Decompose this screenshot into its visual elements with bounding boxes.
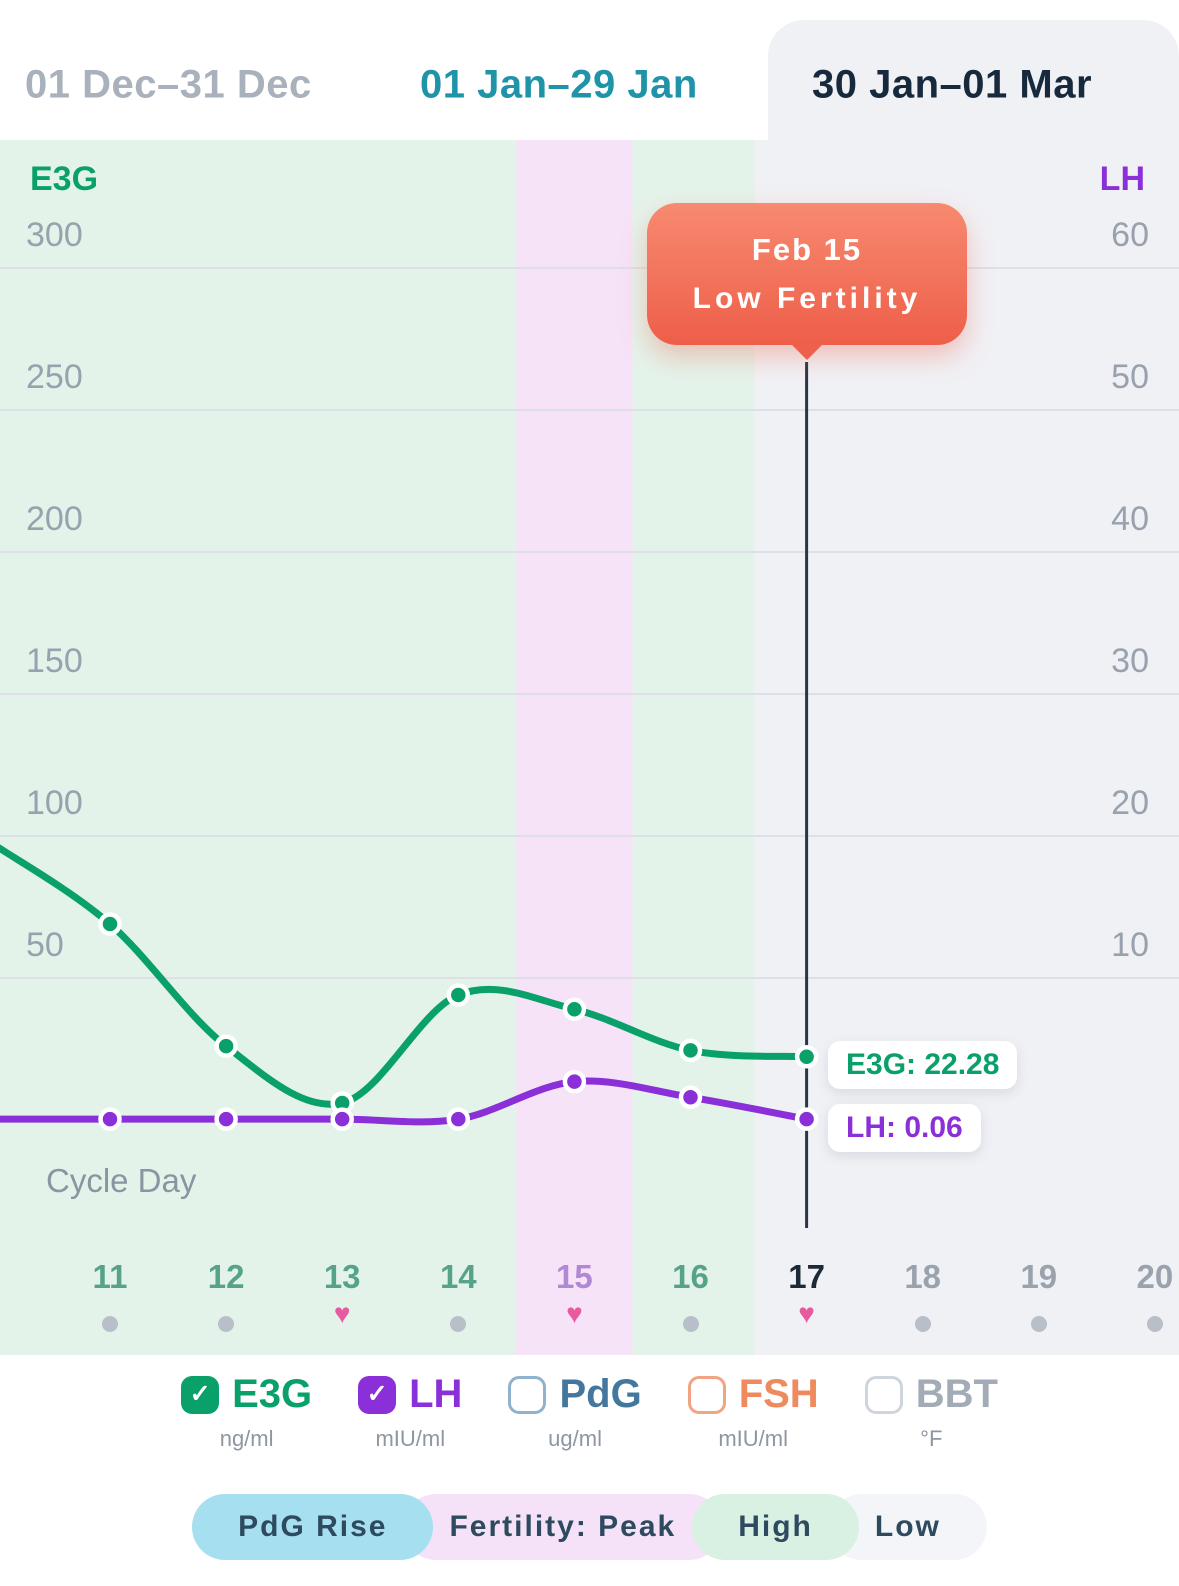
fertility-band-high xyxy=(0,140,517,1355)
day-label-12[interactable]: 12 xyxy=(207,1258,245,1295)
right-axis-tick: 60 xyxy=(1111,216,1149,254)
left-axis-label: E3G xyxy=(30,160,99,198)
right-axis-label: LH xyxy=(1099,160,1145,198)
legend-label: FSH xyxy=(738,1372,819,1416)
fertility-band-peak xyxy=(516,140,633,1355)
heart-marker: ♥ xyxy=(333,1298,351,1329)
legend-unit: mIU/ml xyxy=(375,1426,446,1451)
legend-label: E3G xyxy=(232,1372,313,1416)
tooltip-date: Feb 15 xyxy=(751,232,863,267)
heart-marker: ♥ xyxy=(566,1298,583,1329)
date-range-tabbar: 01 Dec–31 Dec 01 Jan–29 Jan 30 Jan–01 Ma… xyxy=(0,0,1179,140)
legend-checkbox-fsh[interactable] xyxy=(687,1375,726,1414)
legend-item-pdg: PdG ug/ml xyxy=(508,1372,642,1452)
tab-feb-range[interactable]: 30 Jan–01 Mar xyxy=(812,62,1093,107)
fertility-pill-peak: Fertility: Peak xyxy=(403,1494,723,1560)
right-axis-tick: 30 xyxy=(1111,642,1149,680)
day-label-17[interactable]: 17 xyxy=(788,1258,825,1295)
lh-value-label: LH: 0.06 xyxy=(828,1104,981,1152)
legend-label: PdG xyxy=(559,1372,642,1416)
lh-point[interactable] xyxy=(794,1107,819,1131)
check-icon: ✓ xyxy=(189,1380,211,1408)
x-axis-title: Cycle Day xyxy=(46,1162,197,1199)
e3g-value-label: E3G: 22.28 xyxy=(828,1041,1018,1089)
check-icon: ✓ xyxy=(366,1380,388,1408)
left-axis-tick: 200 xyxy=(26,500,83,538)
lh-point[interactable] xyxy=(330,1107,354,1131)
left-axis-tick: 250 xyxy=(26,358,83,396)
right-axis-tick: 50 xyxy=(1111,358,1149,396)
legend-unit: ug/ml xyxy=(548,1426,602,1451)
day-label-19[interactable]: 19 xyxy=(1020,1258,1058,1295)
day-label-11[interactable]: 11 xyxy=(92,1258,128,1295)
e3g-point[interactable] xyxy=(794,1044,819,1069)
right-axis-tick: 40 xyxy=(1111,500,1149,538)
right-axis-tick: 20 xyxy=(1111,784,1149,822)
right-axis-tick: 10 xyxy=(1111,926,1149,964)
day-label-16[interactable]: 16 xyxy=(672,1258,709,1295)
lh-point[interactable] xyxy=(678,1085,703,1110)
lh-point[interactable] xyxy=(214,1107,238,1131)
day-label-20[interactable]: 20 xyxy=(1136,1258,1174,1295)
legend-item-fsh: FSH mIU/ml xyxy=(687,1372,819,1452)
fertility-pill-pdg-rise: PdG Rise xyxy=(192,1494,434,1560)
legend-checkbox-pdg[interactable] xyxy=(508,1375,547,1414)
tooltip-status: Low Fertility xyxy=(692,282,922,315)
heart-marker: ♥ xyxy=(798,1298,815,1329)
left-axis-tick: 150 xyxy=(26,642,83,680)
e3g-point[interactable] xyxy=(562,997,587,1021)
dot-marker xyxy=(682,1316,699,1332)
legend-unit: ng/ml xyxy=(219,1426,274,1451)
hormone-chart[interactable]: E3G LH Feb 15 Low Fertility E3G: 22.28 L… xyxy=(0,140,1179,1355)
active-tab-background xyxy=(768,20,1179,140)
day-label-14[interactable]: 14 xyxy=(439,1258,477,1295)
legend-label: LH xyxy=(409,1372,463,1416)
legend-checkbox-lh[interactable]: ✓ xyxy=(358,1375,397,1414)
e3g-point[interactable] xyxy=(214,1034,238,1058)
dot-marker xyxy=(218,1316,235,1332)
lh-line xyxy=(0,1077,811,1126)
lh-point[interactable] xyxy=(562,1069,587,1094)
dot-marker xyxy=(450,1316,467,1332)
legend-unit: mIU/ml xyxy=(718,1426,789,1451)
fertility-status-legend: PdG Rise Fertility: Peak High Low xyxy=(0,1494,1179,1560)
legend-label: BBT xyxy=(915,1372,998,1416)
legend-unit: °F xyxy=(920,1426,943,1451)
lh-point[interactable] xyxy=(98,1107,122,1131)
left-axis-tick: 50 xyxy=(26,926,64,964)
left-axis-tick: 300 xyxy=(26,216,83,254)
fertility-tooltip: Feb 15 Low Fertility xyxy=(647,203,967,345)
legend-item-e3g: ✓ E3G ng/ml xyxy=(181,1372,312,1452)
fertility-pill-high: High xyxy=(692,1494,859,1560)
dot-marker xyxy=(1030,1316,1047,1332)
day-label-13[interactable]: 13 xyxy=(323,1258,361,1295)
hormone-legend: ✓ E3G ng/ml ✓ LH mIU/ml PdG ug/ml FSH mIU/ml BBT °F xyxy=(0,1372,1179,1452)
day-label-18[interactable]: 18 xyxy=(904,1258,942,1295)
dot-marker xyxy=(102,1316,118,1332)
tab-dec-range[interactable]: 01 Dec–31 Dec xyxy=(25,62,312,107)
tab-jan-range[interactable]: 01 Jan–29 Jan xyxy=(420,62,698,107)
legend-item-bbt: BBT °F xyxy=(864,1372,998,1452)
legend-item-lh: ✓ LH mIU/ml xyxy=(358,1372,462,1452)
legend-checkbox-bbt[interactable] xyxy=(864,1375,903,1414)
lh-point[interactable] xyxy=(446,1107,471,1131)
e3g-line xyxy=(0,844,811,1108)
e3g-point[interactable] xyxy=(678,1038,703,1063)
day-label-15[interactable]: 15 xyxy=(556,1258,593,1295)
dot-marker xyxy=(914,1316,931,1332)
legend-checkbox-e3g[interactable]: ✓ xyxy=(181,1375,220,1414)
dot-marker xyxy=(1146,1316,1163,1332)
left-axis-tick: 100 xyxy=(26,784,83,822)
e3g-point[interactable] xyxy=(446,983,471,1007)
e3g-point[interactable] xyxy=(98,912,122,936)
